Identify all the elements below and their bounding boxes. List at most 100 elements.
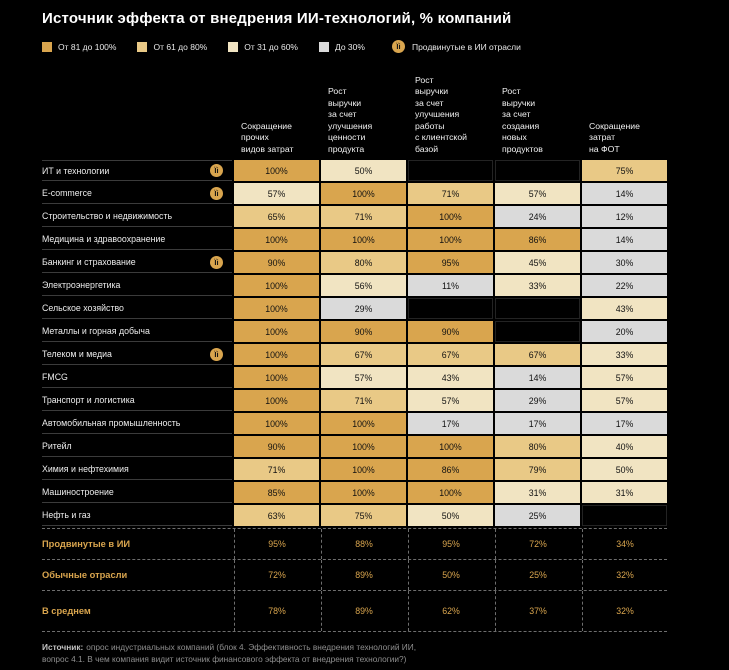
row-label-text: ИТ и технологии [42,165,110,176]
heatmap-cell: 90% [321,321,406,342]
heatmap-cell: 14% [582,183,667,204]
heatmap-cell: 17% [408,413,493,434]
row-label-text: Ритейл [42,441,72,451]
heatmap-cell [408,160,493,181]
heatmap-cell: 100% [408,229,493,250]
summary-section: Продвинутые в ИИ 95% 88% 95% 72% 34% Обычные о… [42,528,667,632]
ai-badge-icon: Ïi [391,40,405,53]
row-label-text: Машиностроение [42,487,114,497]
heatmap-cell: 29% [495,390,580,411]
legend-item: От 31 до 60% [228,41,298,52]
heatmap-cell: 100% [234,367,319,388]
heatmap-cell: 80% [495,436,580,457]
summary-row-label: В среднем [42,606,91,616]
summary-value: 89% [321,560,406,590]
legend-label: От 61 до 80% [153,41,208,52]
row-label: Медицина и здравоохранение [42,229,232,250]
heatmap-cell: 100% [234,298,319,319]
row-label-text: FMCG [42,372,68,382]
column-header: Рост выручки за счет создания новых прод… [502,86,543,154]
summary-value: 37% [495,591,580,631]
row-label-text: Нефть и газ [42,510,91,520]
heatmap-cell: 43% [582,298,667,319]
summary-row-label: Обычные отрасли [42,570,128,580]
summary-value: 25% [495,560,580,590]
heatmap-cell: 100% [234,275,319,296]
legend-label: От 81 до 100% [58,41,117,52]
summary-value: 32% [582,560,667,590]
row-label: ИТ и технологии Ïi [42,160,232,181]
heatmap-cell: 86% [408,459,493,480]
heatmap-cell: 80% [321,252,406,273]
legend-bins: От 81 до 100% От 61 до 80% От 31 до 60% До … [42,41,365,52]
table-body: ИТ и технологии Ïi 100% 50% 75% E-commerce Ïi 5… [42,160,667,526]
column-header: Сокращение затрат на ФОТ [589,120,640,154]
heatmap-cell: 90% [234,436,319,457]
row-label: Строительство и недвижимость [42,206,232,227]
heatmap-cell: 79% [495,459,580,480]
heatmap-cell: 50% [582,459,667,480]
row-label: Нефть и газ [42,505,232,526]
heatmap-cell: 12% [582,206,667,227]
heatmap-cell: 14% [582,229,667,250]
ai-badge-icon: Ïi [210,186,223,200]
heatmap-cell: 100% [408,436,493,457]
heatmap-cell: 67% [408,344,493,365]
heatmap-cell: 75% [582,160,667,181]
legend-item: До 30% [318,41,365,52]
heatmap-cell: 71% [321,206,406,227]
heatmap-cell: 40% [582,436,667,457]
legend-ai-item: Ïi Продвинутые в ИИ отрасли [391,40,521,53]
legend-ai-label: Продвинутые в ИИ отрасли [411,41,521,52]
heatmap-cell: 85% [234,482,319,503]
heatmap-cell: 100% [234,229,319,250]
heatmap-cell: 100% [321,459,406,480]
heatmap-cell: 100% [234,321,319,342]
heatmap-cell: 24% [495,206,580,227]
ai-badge-icon: Ïi [210,347,223,361]
heatmap-cell: 67% [321,344,406,365]
heatmap-cell: 25% [495,505,580,526]
heatmap-cell: 100% [321,413,406,434]
summary-value: 62% [408,591,493,631]
row-label-text: Металлы и горная добыча [42,326,150,336]
row-label: Транспорт и логистика [42,390,232,411]
summary-row: Обычные отрасли 72% 89% 50% 25% 32% [42,559,667,590]
heatmap-cell: 100% [321,436,406,457]
column-header: Рост выручки за счет улучшения работы с … [415,74,468,154]
heatmap-cell: 57% [582,367,667,388]
row-label-text: Банкинг и страхование [42,257,136,267]
heatmap-cell: 100% [321,183,406,204]
heatmap-cell: 100% [234,160,319,181]
summary-value: 88% [321,529,406,559]
row-label: Автомобильная промышленность [42,413,232,434]
heatmap-cell: 43% [408,367,493,388]
heatmap-cell: 75% [321,505,406,526]
heatmap-cell: 57% [321,367,406,388]
heatmap-cell: 86% [495,229,580,250]
heatmap-cell: 57% [495,183,580,204]
heatmap-cell: 22% [582,275,667,296]
heatmap-cell: 50% [321,160,406,181]
summary-value: 72% [234,560,319,590]
row-label: FMCG [42,367,232,388]
source-label: Источник: [42,642,84,652]
heatmap-cell [495,298,580,319]
summary-value: 72% [495,529,580,559]
heatmap-cell: 100% [234,413,319,434]
heatmap-cell: 31% [582,482,667,503]
summary-row-label: Продвинутые в ИИ [42,539,131,549]
legend-swatch [137,41,148,52]
summary-value: 95% [234,529,319,559]
heatmap-cell: 100% [408,206,493,227]
heatmap-cell: 31% [495,482,580,503]
legend-swatch [318,41,329,52]
heatmap-cell: 17% [582,413,667,434]
row-label: Машиностроение [42,482,232,503]
row-label-text: Автомобильная промышленность [42,418,181,428]
summary-value: 78% [234,591,319,631]
summary-value: 95% [408,529,493,559]
heatmap-cell: 63% [234,505,319,526]
legend-item: От 81 до 100% [42,41,117,52]
heatmap-cell [495,321,580,342]
